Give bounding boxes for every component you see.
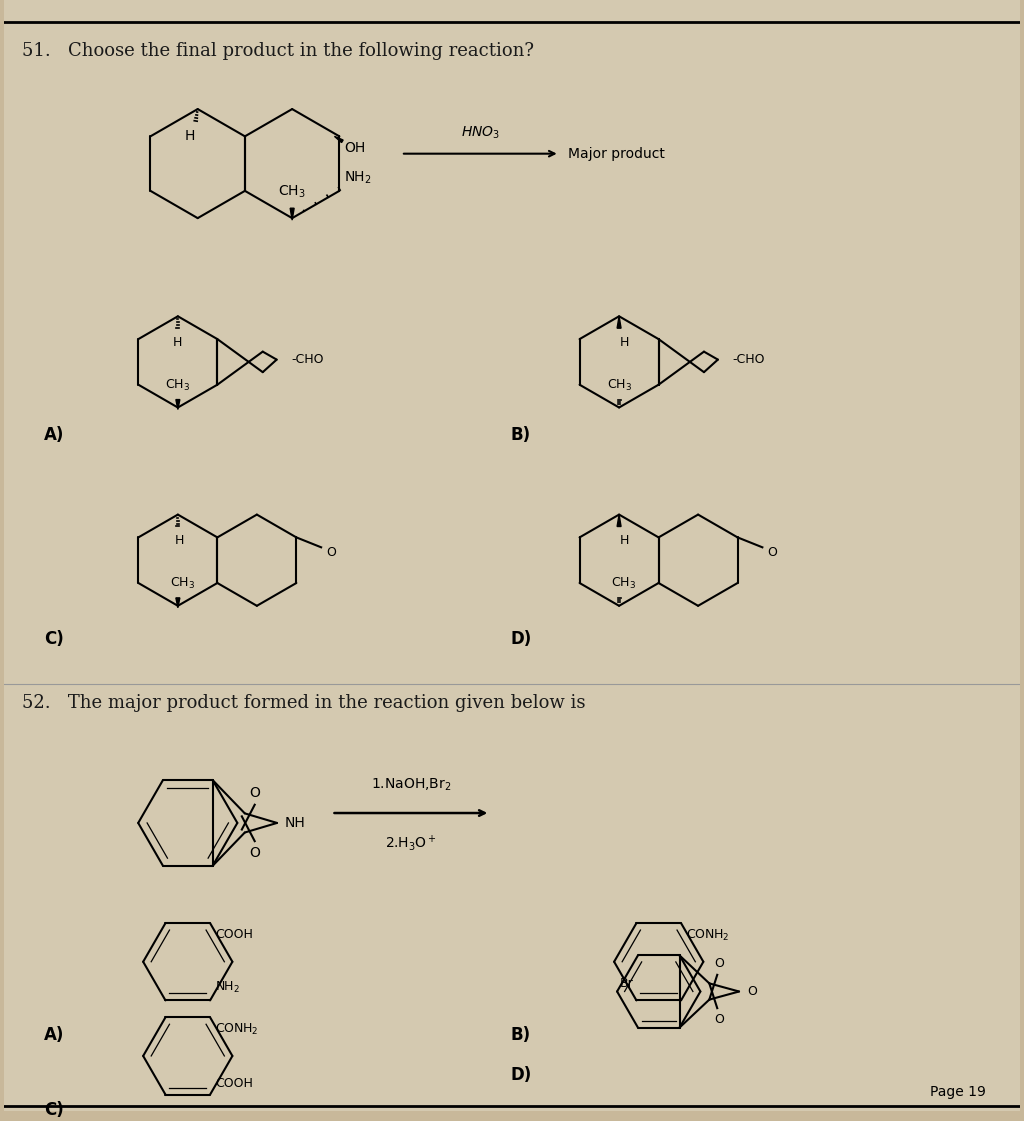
Text: D): D) (510, 630, 531, 648)
Text: C): C) (44, 630, 63, 648)
Text: O: O (746, 985, 757, 998)
Text: CH$_3$: CH$_3$ (170, 576, 196, 591)
Text: H: H (620, 535, 629, 547)
Text: HNO$_3$: HNO$_3$ (461, 124, 500, 141)
Text: NH: NH (285, 816, 306, 830)
Polygon shape (617, 316, 622, 328)
Text: O: O (249, 786, 260, 799)
Text: H: H (175, 535, 184, 547)
Text: O: O (326, 546, 336, 558)
Text: B): B) (510, 426, 530, 444)
Text: H: H (173, 336, 182, 349)
Polygon shape (176, 597, 180, 608)
Text: C): C) (44, 1101, 63, 1119)
Text: O: O (715, 957, 724, 970)
Text: -CHO: -CHO (733, 353, 765, 367)
Text: Major product: Major product (567, 147, 665, 160)
Text: H: H (184, 129, 195, 142)
Polygon shape (176, 399, 180, 409)
Text: O: O (715, 1013, 724, 1026)
Text: NH$_2$: NH$_2$ (344, 169, 372, 186)
Text: A): A) (44, 426, 65, 444)
Text: COOH: COOH (215, 1076, 253, 1090)
Text: Br: Br (620, 978, 634, 991)
Text: CH$_3$: CH$_3$ (606, 378, 632, 392)
Text: A): A) (44, 1026, 65, 1044)
Polygon shape (617, 515, 622, 527)
Text: NH$_2$: NH$_2$ (215, 981, 240, 995)
Text: B): B) (510, 1026, 530, 1044)
Text: D): D) (510, 1066, 531, 1084)
Text: CH$_3$: CH$_3$ (611, 576, 637, 591)
Text: CONH$_2$: CONH$_2$ (686, 928, 729, 943)
Text: 1.NaOH,Br$_2$: 1.NaOH,Br$_2$ (371, 777, 452, 794)
Text: 51.   Choose the final product in the following reaction?: 51. Choose the final product in the foll… (23, 41, 535, 59)
Text: O: O (767, 546, 777, 558)
Text: O: O (249, 846, 260, 860)
Text: -CHO: -CHO (292, 353, 324, 367)
Text: CH$_3$: CH$_3$ (165, 378, 190, 392)
Text: COOH: COOH (215, 928, 253, 941)
Text: H: H (620, 336, 629, 349)
Polygon shape (335, 137, 343, 142)
Text: CONH$_2$: CONH$_2$ (215, 1022, 259, 1037)
Text: Page 19: Page 19 (930, 1085, 986, 1099)
Text: CH$_3$: CH$_3$ (279, 184, 306, 201)
Text: 52.   The major product formed in the reaction given below is: 52. The major product formed in the reac… (23, 694, 586, 712)
Text: OH: OH (344, 141, 366, 156)
Text: 2.H$_3$O$^+$: 2.H$_3$O$^+$ (385, 833, 436, 853)
Polygon shape (290, 209, 294, 220)
